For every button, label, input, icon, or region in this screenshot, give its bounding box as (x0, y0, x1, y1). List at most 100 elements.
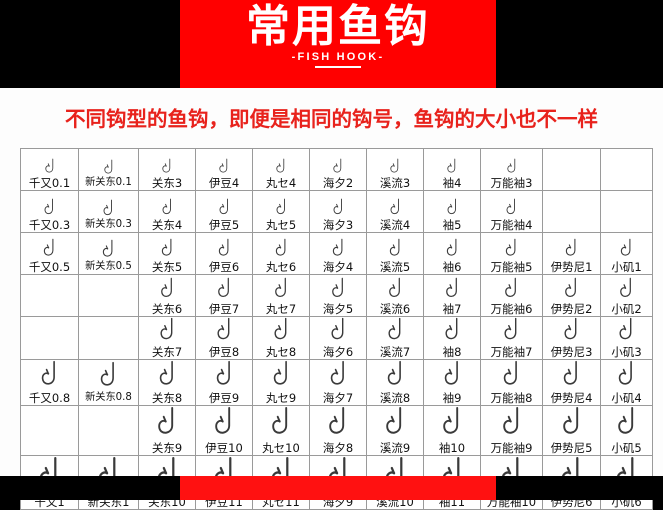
fish-hook-icon (103, 199, 112, 216)
hook-label: 小矶4 (611, 391, 642, 406)
hook-label: 关东7 (151, 345, 183, 359)
hook-cell: 溪流3 (366, 148, 424, 191)
table-row: 千又0.5 新关东0.5 关东5 伊豆6 丸セ6 海夕4 溪流5 袖6 万能袖5 伊势尼1 小矶1 (20, 232, 653, 275)
fish-hook-icon (505, 238, 516, 256)
fish-hook-icon (330, 360, 344, 385)
fish-hook-icon (387, 317, 400, 340)
hook-label: 千又0.3 (28, 217, 71, 232)
hook-label: 关东5 (151, 259, 183, 274)
hook-cell: 丸セ10 (252, 405, 310, 457)
fish-hook-icon (619, 317, 632, 340)
fish-hook-icon (103, 159, 112, 174)
hook-label: 伊豆10 (205, 441, 243, 456)
fish-hook-icon (620, 238, 631, 256)
hook-cell: 万能袖7 (480, 315, 543, 361)
hook-label: 袖7 (442, 301, 462, 316)
hook-cell-inner: 万能袖7 (482, 317, 541, 358)
hook-cell-inner (544, 149, 599, 189)
hook-cell-inner: 新关东0.3 (80, 191, 137, 231)
hook-cell-empty (78, 274, 139, 317)
hook-label: 丸セ10 (262, 441, 300, 456)
hook-cell: 新关东0.1 (78, 148, 139, 191)
hook-label: 袖9 (442, 391, 462, 406)
fish-hook-icon (390, 198, 399, 214)
hook-label: 新关东0.3 (85, 219, 132, 231)
hook-cell-inner: 溪流5 (368, 233, 422, 273)
hook-cell-inner: 伊豆10 (197, 406, 251, 454)
hook-cell-empty (542, 190, 601, 233)
hook-cell-inner: 海夕4 (311, 233, 365, 273)
fish-hook-icon (443, 407, 459, 434)
fish-hook-icon (617, 407, 633, 434)
hook-cell: 海夕5 (309, 274, 367, 317)
hook-cell: 伊豆6 (195, 232, 253, 275)
hook-label: 海夕2 (322, 175, 354, 190)
fish-hook-icon (389, 238, 399, 256)
hook-cell-inner: 万能袖6 (482, 275, 541, 315)
hook-cell-inner: 关东9 (140, 406, 194, 454)
hook-cell: 海夕8 (309, 405, 367, 457)
hook-cell-inner: 溪流6 (368, 275, 422, 315)
hook-cell: 丸セ7 (252, 274, 310, 317)
bottom-bar-accent (180, 476, 496, 500)
hook-label: 万能袖3 (490, 175, 533, 190)
hook-cell: 丸セ9 (252, 359, 310, 407)
hook-cell-inner: 伊豆7 (197, 275, 251, 315)
hook-cell: 伊豆10 (195, 405, 253, 457)
hook-label: 海夕8 (322, 441, 354, 456)
hook-label: 伊豆5 (208, 217, 240, 232)
hook-label: 袖5 (442, 217, 462, 232)
hook-cell-inner: 海夕7 (311, 360, 365, 404)
page-subtitle: -FISH HOOK- (291, 51, 385, 64)
hook-cell-inner: 丸セ10 (254, 406, 308, 454)
fish-hook-icon (274, 277, 286, 297)
hook-label: 新关东0.1 (85, 177, 132, 189)
fish-hook-icon (505, 277, 516, 297)
fish-hook-icon (272, 407, 288, 434)
hook-cell-inner (22, 317, 77, 358)
hook-label: 溪流6 (379, 301, 411, 316)
hook-cell: 袖5 (423, 190, 481, 233)
hook-label: 伊豆6 (208, 259, 240, 274)
fish-hook-icon (43, 238, 54, 256)
hook-cell-inner: 万能袖8 (482, 360, 541, 404)
hook-cell: 千又0.5 (20, 232, 79, 275)
hook-cell: 海夕6 (309, 315, 367, 361)
hook-cell: 关东7 (138, 315, 196, 361)
headline-text: 不同钩型的鱼钩，即便是相同的钩号，鱼钩的大小也不一样 (65, 107, 598, 131)
hook-label: 万能袖6 (490, 301, 533, 316)
hook-label: 伊势尼2 (550, 301, 593, 316)
hook-cell: 海夕3 (309, 190, 367, 233)
hook-cell: 关东5 (138, 232, 196, 275)
hook-cell-inner (80, 317, 137, 358)
fish-hook-icon (161, 238, 171, 256)
hook-cell: 伊豆9 (195, 359, 253, 407)
fish-hook-icon (330, 317, 343, 340)
hook-label: 千又0.8 (28, 391, 71, 406)
hook-cell: 万能袖3 (480, 148, 543, 191)
hook-label: 千又0.5 (28, 259, 71, 274)
fish-hook-icon (618, 360, 632, 385)
fish-hook-icon (333, 158, 342, 173)
hook-label: 新关东0.5 (85, 261, 132, 273)
hook-cell-inner: 关东6 (140, 275, 194, 315)
fish-hook-icon (331, 277, 343, 297)
hook-cell: 关东3 (138, 148, 196, 191)
fish-hook-icon (219, 198, 228, 214)
hook-cell: 伊势尼2 (542, 274, 601, 317)
fish-hook-icon (162, 158, 171, 173)
hook-cell-inner: 小矶1 (602, 233, 651, 273)
hook-cell-inner: 伊豆5 (197, 191, 251, 231)
fish-hook-icon (273, 360, 287, 385)
hook-cell-inner: 溪流7 (368, 317, 422, 358)
hook-cell: 伊势尼3 (542, 315, 601, 361)
hook-label: 海夕7 (322, 391, 354, 406)
fish-hook-icon (162, 198, 171, 214)
hook-cell-inner: 丸セ8 (254, 317, 308, 358)
fish-hook-icon (446, 238, 456, 256)
hook-label: 海夕6 (322, 345, 354, 359)
hook-label: 溪流7 (379, 345, 411, 359)
hook-label: 海夕3 (322, 217, 354, 232)
hook-cell-inner: 千又0.5 (22, 233, 77, 273)
fish-hook-icon (503, 360, 517, 385)
